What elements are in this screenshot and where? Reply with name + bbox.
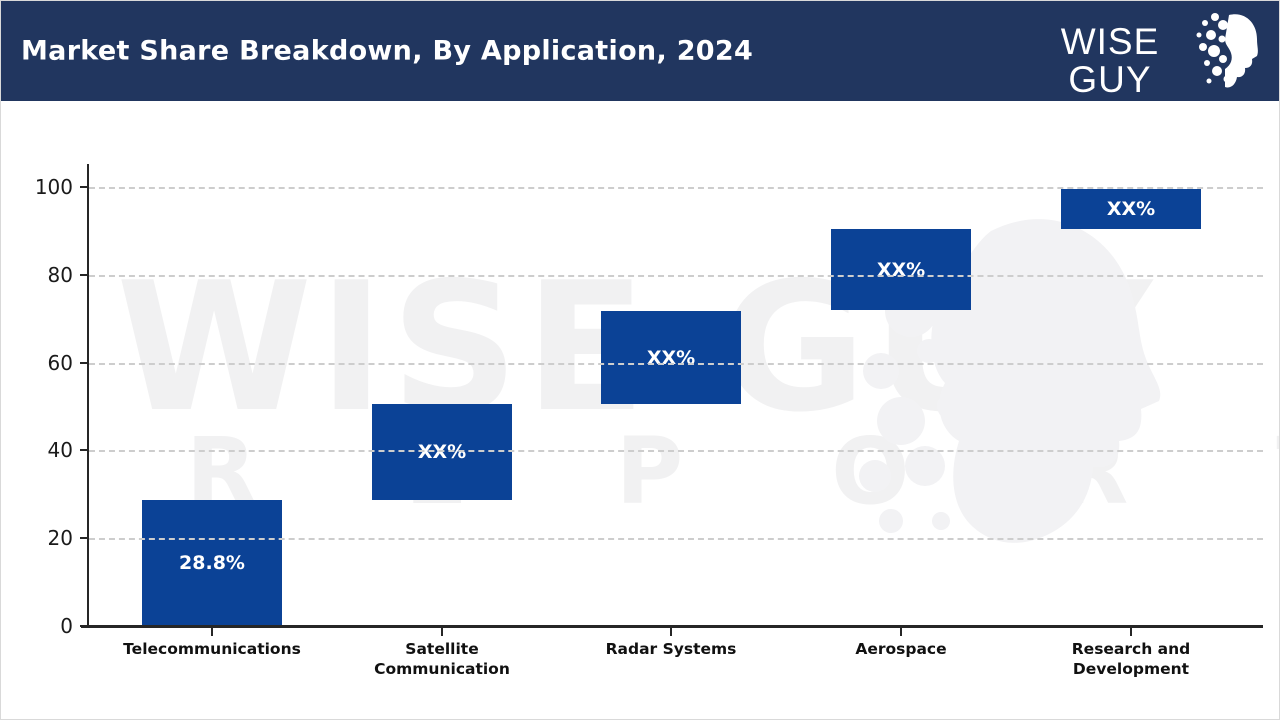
brand-logo: WISE GUY REPORTS bbox=[1021, 9, 1261, 118]
x-category-label-aerospace: Aerospace bbox=[855, 640, 947, 658]
bar-radar-systems: XX% bbox=[601, 310, 741, 405]
page-title: Market Share Breakdown, By Application, … bbox=[21, 35, 754, 67]
x-tick-mark-research-and-development bbox=[1130, 628, 1132, 636]
bar-telecommunications: 28.8% bbox=[142, 499, 282, 626]
y-tick-label-60: 60 bbox=[47, 350, 73, 375]
y-tick-mark-20 bbox=[80, 537, 88, 540]
y-tick-label-20: 20 bbox=[47, 526, 73, 551]
y-tick-label-100: 100 bbox=[34, 175, 73, 199]
x-category-label-satellite-communication: Satellite Communication bbox=[374, 640, 510, 678]
gridline-20 bbox=[89, 538, 1263, 541]
brand-subname: REPORTS bbox=[1037, 101, 1193, 118]
x-tick-mark-satellite-communication bbox=[441, 628, 443, 636]
y-tick-label-40: 40 bbox=[47, 438, 73, 463]
brand-name: WISE GUY bbox=[1060, 21, 1160, 100]
gridline-40 bbox=[89, 450, 1263, 453]
x-tick-mark-telecommunications bbox=[211, 628, 213, 636]
bar-value-label-research-and-development: XX% bbox=[1106, 197, 1156, 220]
y-tick-mark-100 bbox=[80, 186, 88, 188]
y-tick-mark-40 bbox=[80, 449, 88, 452]
y-axis-line bbox=[87, 164, 89, 626]
y-tick-mark-80 bbox=[80, 273, 88, 276]
bar-value-label-aerospace: XX% bbox=[876, 258, 926, 281]
brand-face-icon bbox=[1196, 13, 1258, 88]
bar-aerospace: XX% bbox=[831, 229, 971, 311]
y-tick-label-80: 80 bbox=[47, 262, 73, 287]
y-tick-mark-60 bbox=[80, 361, 88, 364]
x-tick-mark-radar-systems bbox=[670, 628, 672, 636]
x-category-label-telecommunications: Telecommunications bbox=[123, 640, 301, 658]
gridline-100 bbox=[89, 187, 1263, 189]
x-category-label-radar-systems: Radar Systems bbox=[605, 640, 737, 658]
bar-value-label-telecommunications: 28.8% bbox=[179, 551, 245, 574]
y-tick-mark-0 bbox=[80, 625, 88, 627]
header-bar: Market Share Breakdown, By Application, … bbox=[1, 1, 1279, 118]
brand-logo-text: WISE GUY REPORTS bbox=[1021, 23, 1199, 119]
x-axis-line bbox=[81, 625, 1263, 628]
gridline-80 bbox=[89, 274, 1263, 277]
gridline-60 bbox=[89, 362, 1263, 365]
bar-value-label-radar-systems: XX% bbox=[646, 346, 696, 369]
x-category-label-research-and-development: Research and Development bbox=[1071, 640, 1191, 678]
x-tick-mark-aerospace bbox=[900, 628, 902, 636]
y-tick-label-0: 0 bbox=[60, 614, 73, 638]
watermark-head-graphic bbox=[859, 219, 1161, 543]
bar-research-and-development: XX% bbox=[1061, 188, 1201, 230]
